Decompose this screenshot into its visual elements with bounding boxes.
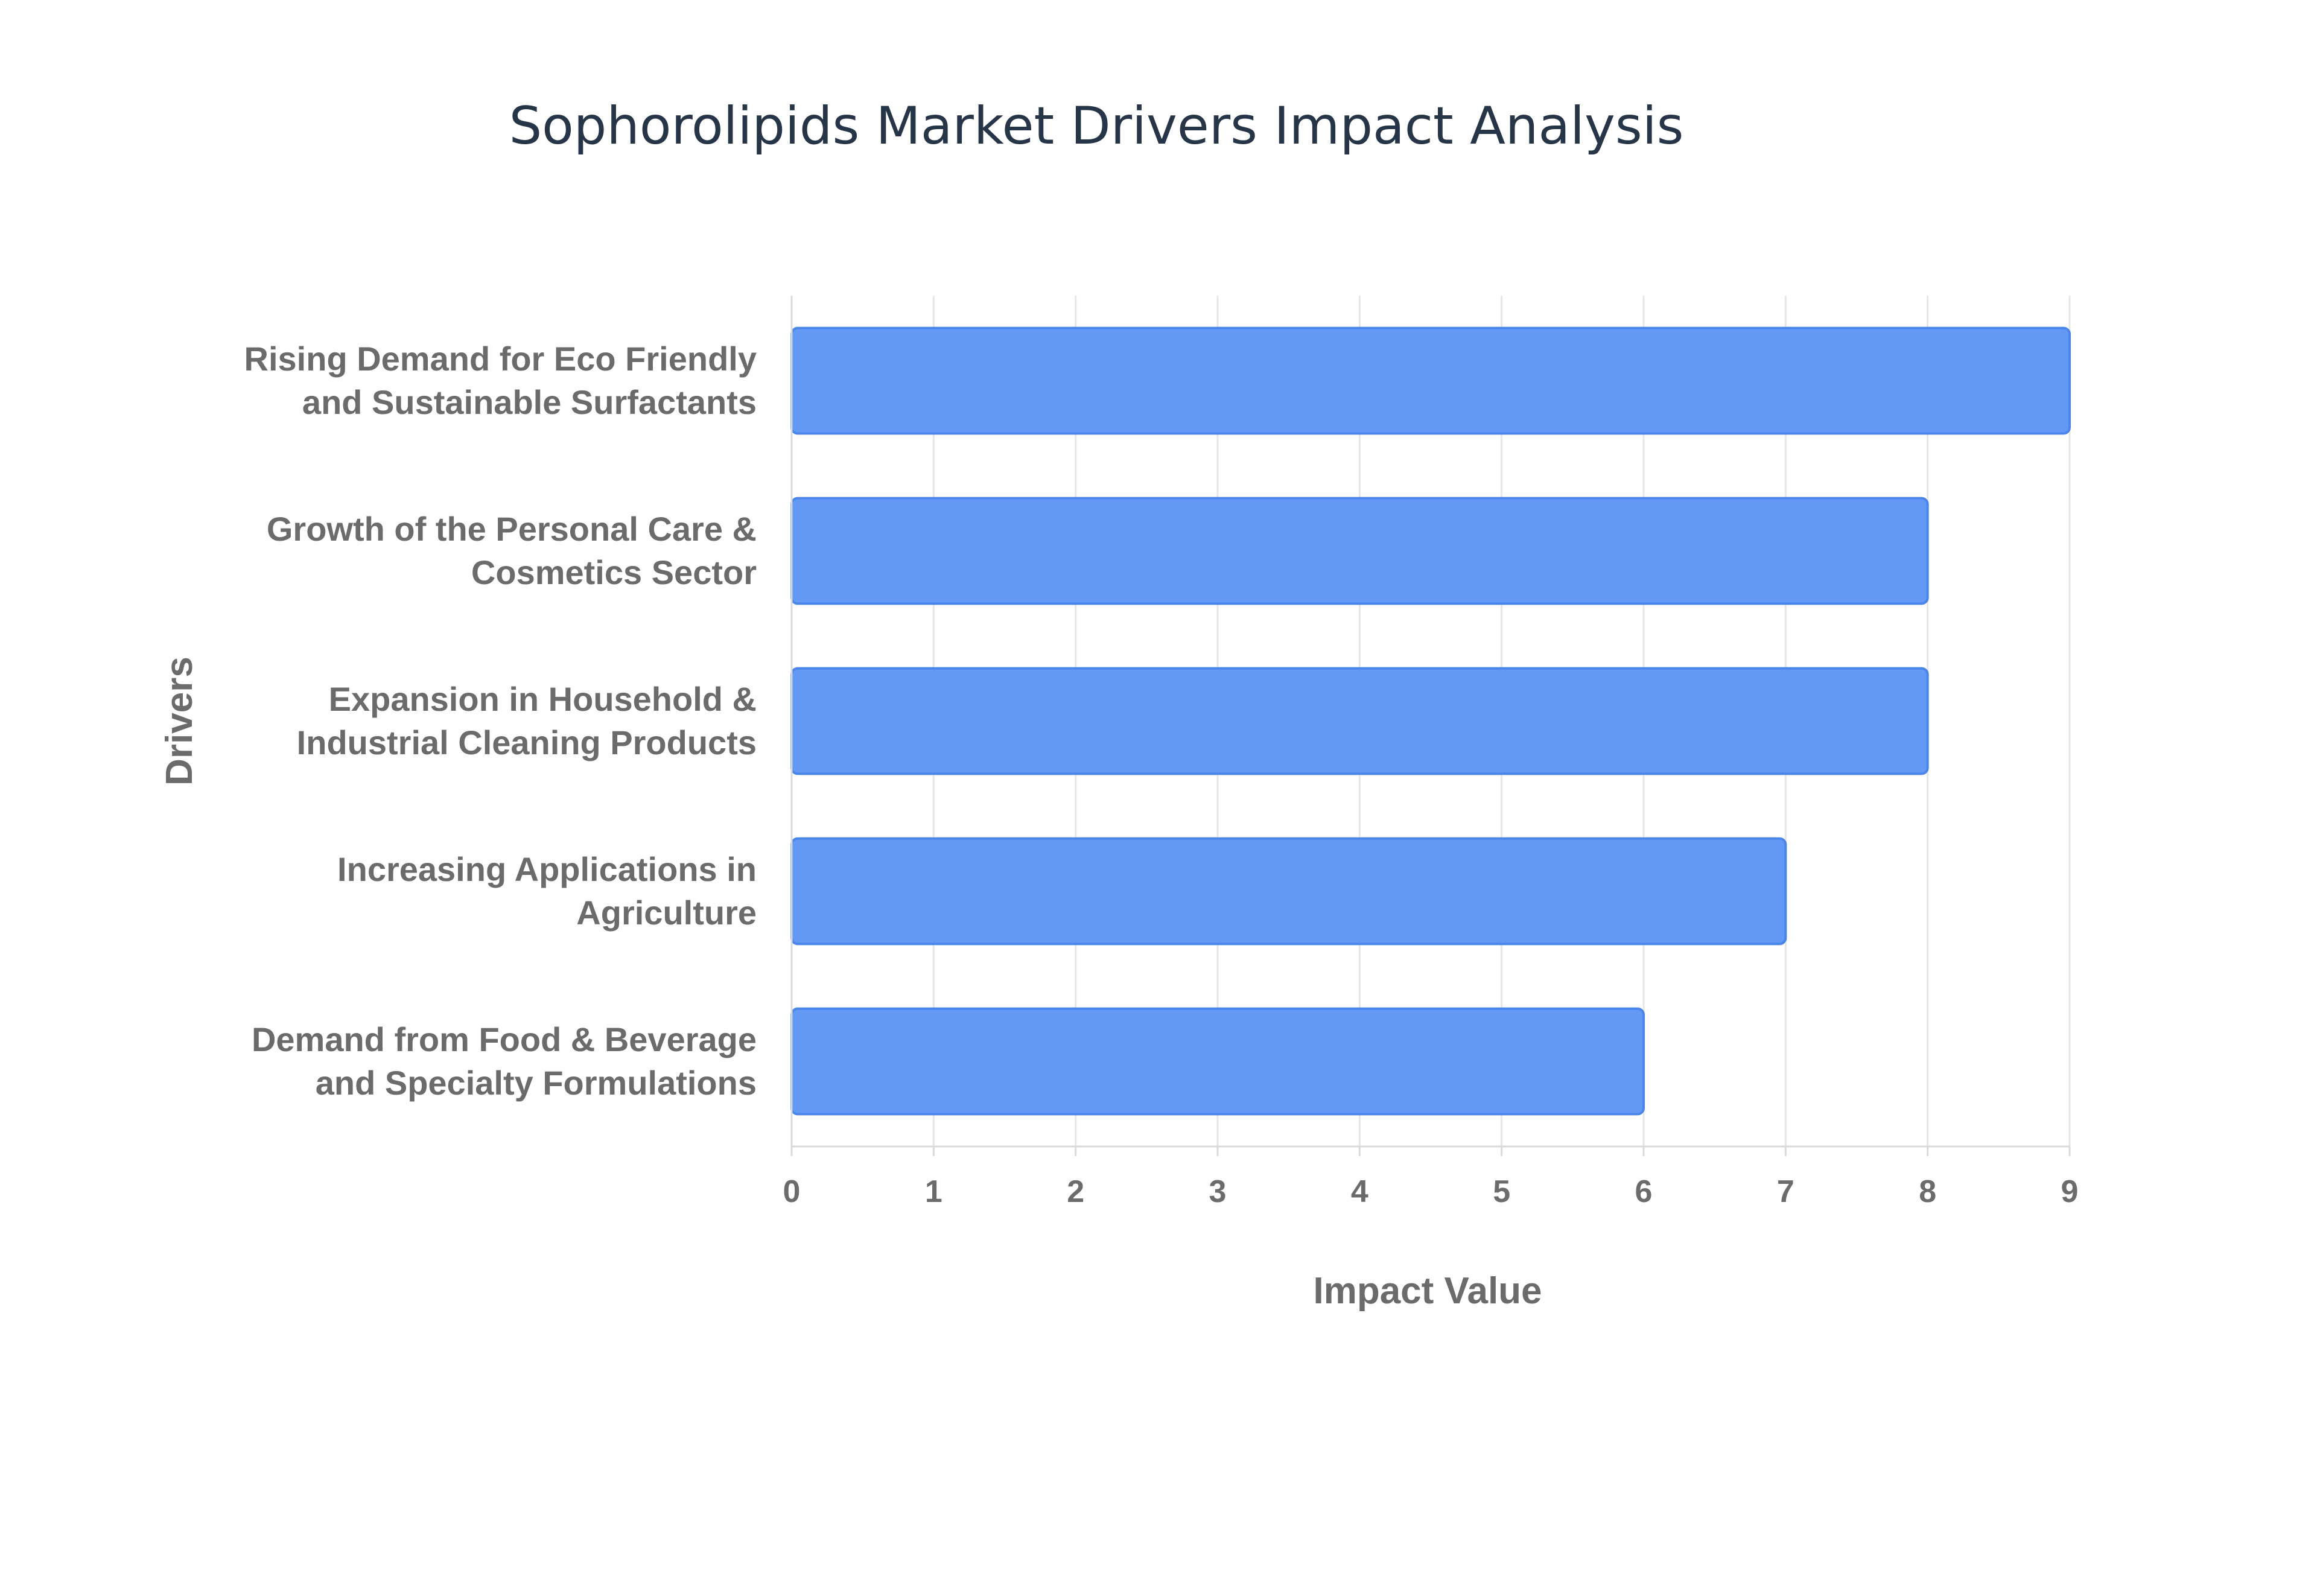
axes xyxy=(790,296,2071,1156)
category-label-line: and Specialty Formulations xyxy=(316,1064,757,1102)
x-tick-label: 3 xyxy=(1209,1174,1227,1209)
category-label-line: Rising Demand for Eco Friendly xyxy=(244,340,757,378)
category-label-line: Increasing Applications in xyxy=(337,850,757,888)
category-label: Expansion in Household & Industrial Clean… xyxy=(297,680,757,761)
x-tick-label: 1 xyxy=(925,1174,942,1209)
bar[interactable] xyxy=(790,1007,1645,1116)
chart-title: Sophorolipids Market Drivers Impact Anal… xyxy=(509,96,1684,156)
x-tick-label: 0 xyxy=(783,1174,801,1209)
category-label-line: and Sustainable Surfactants xyxy=(302,383,757,421)
category-label-line: Growth of the Personal Care & xyxy=(267,510,757,548)
category-label-line: Industrial Cleaning Products xyxy=(297,723,757,761)
x-tick-label: 6 xyxy=(1635,1174,1653,1209)
category-label-line: Agriculture xyxy=(576,894,757,932)
y-axis-title: Drivers xyxy=(159,657,200,786)
bar[interactable] xyxy=(790,326,2071,435)
x-tick-label: 9 xyxy=(2061,1174,2079,1209)
category-label: Growth of the Personal Care & Cosmetics S… xyxy=(267,510,757,591)
category-label-line: Cosmetics Sector xyxy=(471,553,757,591)
x-tick-label: 4 xyxy=(1351,1174,1368,1209)
x-tick-label: 8 xyxy=(1919,1174,1936,1209)
bar[interactable] xyxy=(790,667,1929,775)
x-tick-labels: 0 1 2 3 4 5 6 7 8 9 xyxy=(783,1174,2079,1209)
x-tick-label: 5 xyxy=(1493,1174,1510,1209)
category-label-line: Demand from Food & Beverage xyxy=(252,1020,757,1058)
bars xyxy=(790,326,2071,1116)
category-label: Increasing Applications in Agriculture xyxy=(337,850,757,932)
category-label: Rising Demand for Eco Friendly and Sustai… xyxy=(244,340,757,421)
bar[interactable] xyxy=(790,837,1787,946)
x-tick-label: 2 xyxy=(1067,1174,1084,1209)
x-axis-title: Impact Value xyxy=(1313,1270,1542,1312)
category-label-line: Expansion in Household & xyxy=(329,680,757,718)
bar[interactable] xyxy=(790,497,1929,605)
x-tick-label: 7 xyxy=(1777,1174,1794,1209)
category-label: Demand from Food & Beverage and Specialty… xyxy=(252,1020,757,1102)
y-category-labels: Rising Demand for Eco Friendly and Sustai… xyxy=(244,340,757,1102)
